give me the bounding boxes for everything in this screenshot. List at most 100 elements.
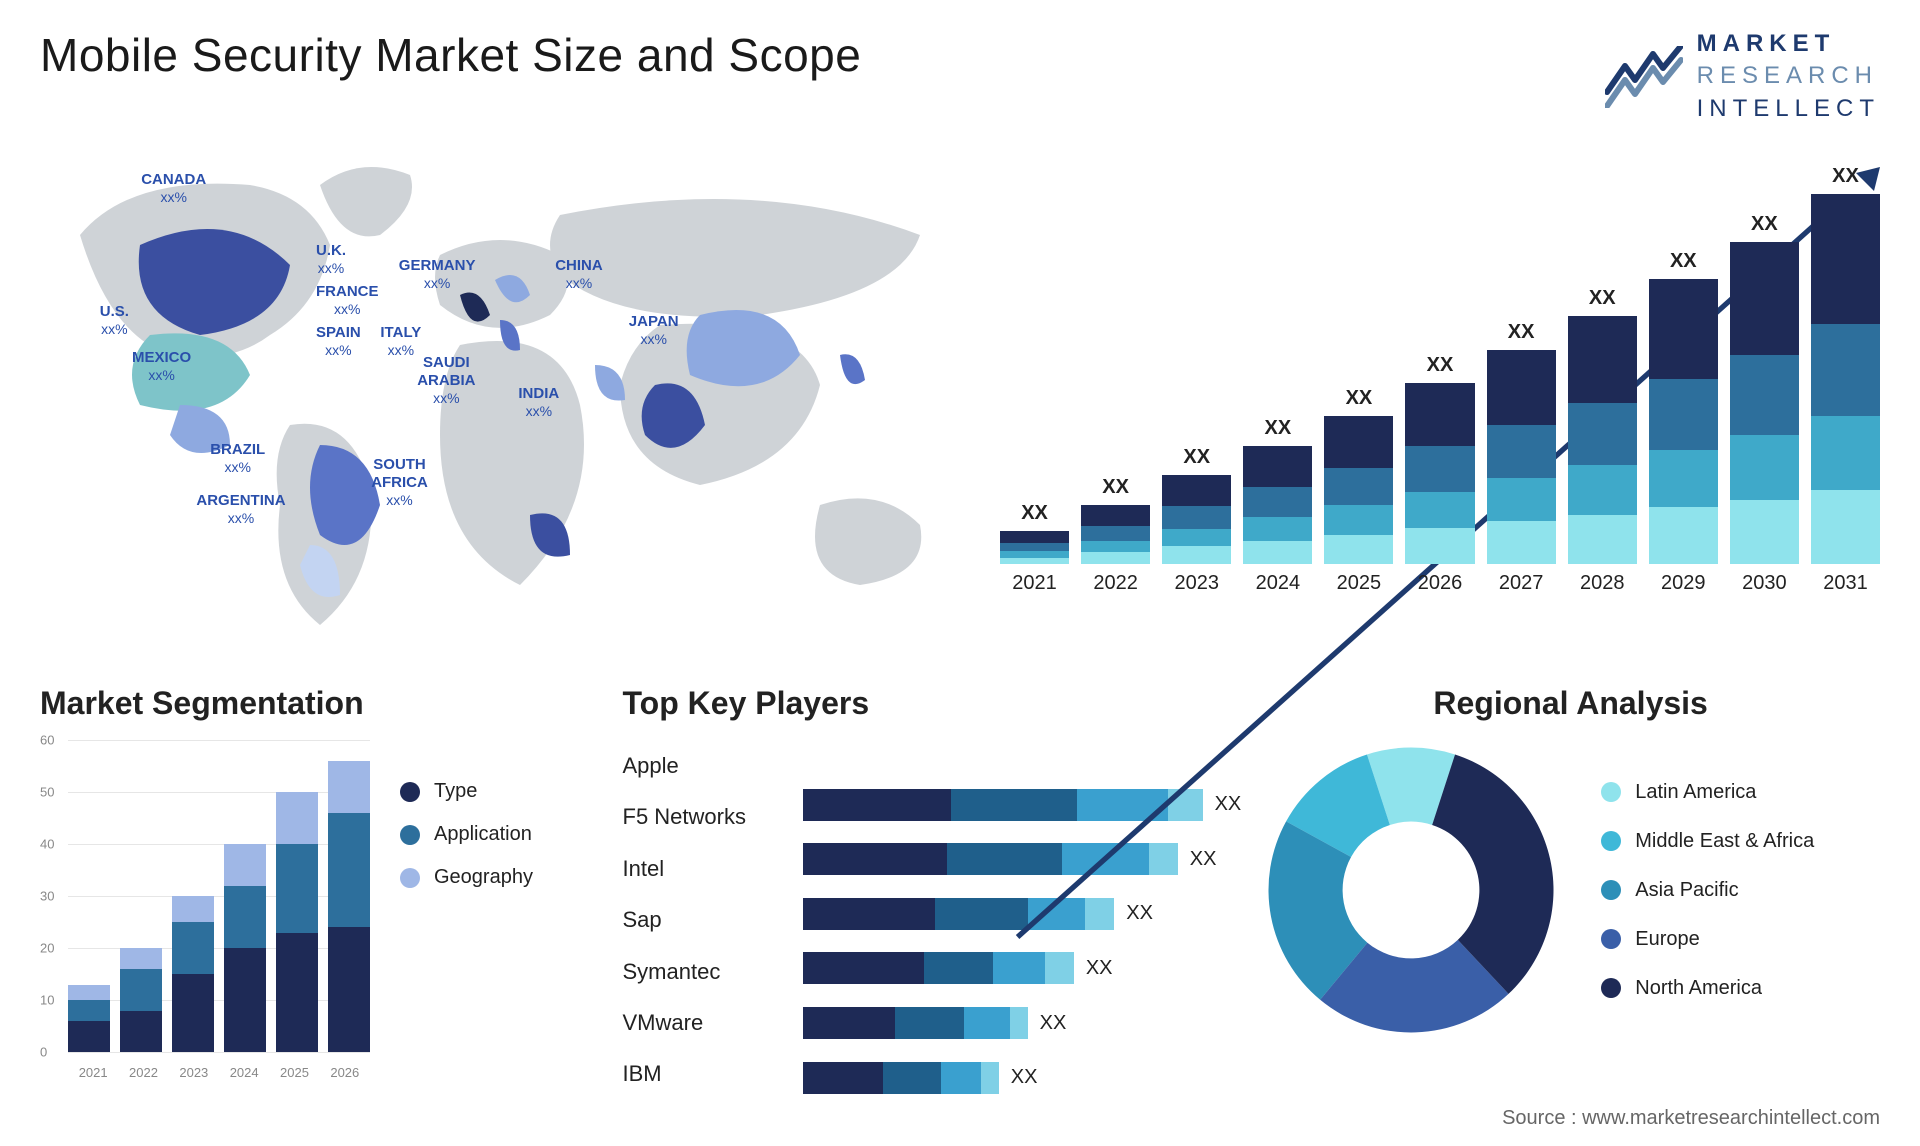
bar-year-label: 2027 xyxy=(1499,572,1544,595)
bar-segment xyxy=(1568,316,1637,403)
seg-bar-segment xyxy=(328,761,370,813)
player-value-label: XX xyxy=(1190,848,1217,871)
segmentation-title: Market Segmentation xyxy=(40,685,603,722)
bar-segment xyxy=(1243,446,1312,487)
legend-dot-icon xyxy=(1601,929,1621,949)
bar-segment xyxy=(1568,465,1637,515)
seg-year-label: 2025 xyxy=(269,1065,319,1080)
map-country-label: FRANCExx% xyxy=(316,283,379,319)
player-bar-row: XX xyxy=(803,952,1242,984)
regional-panel: Regional Analysis Latin AmericaMiddle Ea… xyxy=(1261,685,1880,1115)
legend-dot-icon xyxy=(1601,831,1621,851)
player-bar-segment xyxy=(941,1062,981,1094)
bar-segment xyxy=(1081,541,1150,553)
bar-segment xyxy=(1162,506,1231,528)
bar-segment xyxy=(1324,535,1393,565)
bar-segment xyxy=(1730,242,1799,355)
player-name: Symantec xyxy=(623,959,773,985)
bar-year-label: 2028 xyxy=(1580,572,1625,595)
seg-bar-segment xyxy=(120,1011,162,1053)
y-tick-label: 40 xyxy=(40,837,64,852)
main-bar-col: XX2028 xyxy=(1568,287,1637,595)
bar-segment xyxy=(1081,505,1150,526)
player-bar-segment xyxy=(1062,843,1149,875)
player-bar-segment xyxy=(1010,1007,1027,1039)
player-bar-segment xyxy=(1085,898,1114,930)
y-tick-label: 60 xyxy=(40,733,64,748)
bar-value-label: XX xyxy=(1021,502,1048,525)
legend-item: Application xyxy=(400,823,533,846)
main-bar-col: XX2025 xyxy=(1324,387,1393,595)
player-bar-row: XX xyxy=(803,843,1242,875)
player-value-label: XX xyxy=(1126,902,1153,925)
player-bar-segment xyxy=(803,1062,884,1094)
player-name: IBM xyxy=(623,1061,773,1087)
key-players-names: AppleF5 NetworksIntelSapSymantecVMwareIB… xyxy=(623,740,773,1100)
seg-bar-segment xyxy=(172,922,214,974)
y-tick-label: 30 xyxy=(40,889,64,904)
bar-segment xyxy=(1568,403,1637,465)
main-bar-col: XX 2026 xyxy=(1405,354,1474,595)
bar-segment xyxy=(1487,521,1556,564)
bar-segment xyxy=(1649,450,1718,507)
map-country-label: JAPANxx% xyxy=(629,313,679,349)
bar-segment xyxy=(1081,552,1150,564)
player-value-label: XX xyxy=(1215,793,1242,816)
seg-bar-segment xyxy=(224,886,266,948)
bar-segment xyxy=(1811,490,1880,564)
legend-label: Middle East & Africa xyxy=(1635,830,1814,853)
bar-segment xyxy=(1405,383,1474,446)
page-title: Mobile Security Market Size and Scope xyxy=(40,28,861,82)
legend-label: Europe xyxy=(1635,928,1700,951)
regional-title: Regional Analysis xyxy=(1261,685,1880,722)
player-value-label: XX xyxy=(1086,957,1113,980)
bar-segment xyxy=(1730,435,1799,499)
bar-segment xyxy=(1162,529,1231,547)
player-name: Intel xyxy=(623,856,773,882)
segmentation-panel: Market Segmentation 01020304050602021202… xyxy=(40,685,603,1115)
bar-year-label: 2026 xyxy=(1418,572,1463,595)
bar-segment xyxy=(1324,416,1393,468)
bar-segment xyxy=(1730,355,1799,435)
seg-bar-col xyxy=(68,985,110,1053)
bar-segment xyxy=(1324,468,1393,505)
bar-segment xyxy=(1487,350,1556,425)
player-bar-segment xyxy=(803,789,952,821)
bar-value-label: XX xyxy=(1346,387,1373,410)
legend-dot-icon xyxy=(1601,782,1621,802)
seg-year-label: 2026 xyxy=(320,1065,370,1080)
player-bar-segment xyxy=(803,952,924,984)
bar-segment xyxy=(1487,425,1556,479)
legend-item: Middle East & Africa xyxy=(1601,830,1814,853)
seg-bar-segment xyxy=(224,948,266,1052)
world-map: CANADAxx%U.S.xx%MEXICOxx%BRAZILxx%ARGENT… xyxy=(40,145,960,655)
bar-value-label: XX xyxy=(1427,354,1454,377)
bar-segment xyxy=(1162,546,1231,564)
player-bar-segment xyxy=(1045,952,1074,984)
bar-year-label: 2021 xyxy=(1012,572,1057,595)
seg-bar-col xyxy=(276,792,318,1052)
regional-legend: Latin AmericaMiddle East & AfricaAsia Pa… xyxy=(1601,781,1814,1000)
map-country-label: GERMANYxx% xyxy=(399,257,476,293)
bar-segment xyxy=(1487,478,1556,521)
bar-year-label: 2023 xyxy=(1174,572,1219,595)
map-country-label: MEXICOxx% xyxy=(132,349,191,385)
bar-value-label: XX xyxy=(1670,250,1697,273)
map-country-label: U.S.xx% xyxy=(100,303,129,339)
bar-segment xyxy=(1324,505,1393,535)
map-country-label: U.K.xx% xyxy=(316,242,346,278)
legend-item: North America xyxy=(1601,977,1814,1000)
player-bar-segment xyxy=(981,1062,998,1094)
bar-segment xyxy=(1000,543,1069,551)
legend-item: Type xyxy=(400,780,533,803)
main-bar-chart: XX2021XX2022XX2023XX2024XX2025XX2026XX20… xyxy=(1000,145,1880,655)
main-bar-col: XX 2021 xyxy=(1000,502,1069,595)
key-players-bars: XXXXXXXXXXXX xyxy=(803,740,1242,1100)
seg-bar-segment xyxy=(120,969,162,1011)
player-bar-segment xyxy=(951,789,1077,821)
legend-dot-icon xyxy=(1601,978,1621,998)
map-country-label: CHINAxx% xyxy=(555,257,603,293)
map-country-label: BRAZILxx% xyxy=(210,441,265,477)
bar-value-label: XX xyxy=(1751,213,1778,236)
map-country-label: SOUTHAFRICAxx% xyxy=(371,456,428,510)
